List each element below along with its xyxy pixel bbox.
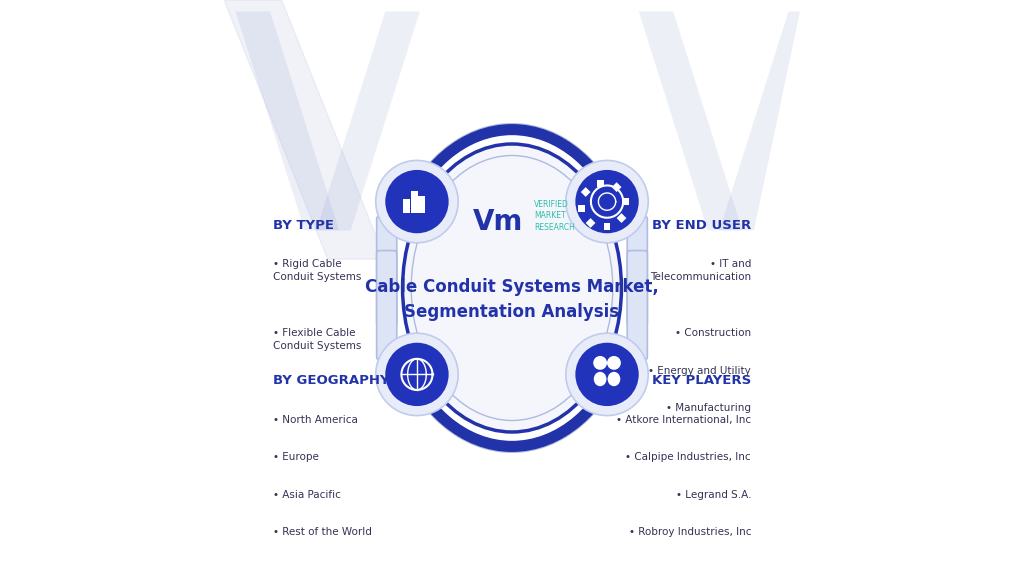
Ellipse shape bbox=[607, 372, 621, 386]
Text: • Europe: • Europe bbox=[273, 452, 318, 462]
Text: • Atkore International, Inc: • Atkore International, Inc bbox=[615, 415, 751, 425]
Polygon shape bbox=[224, 0, 385, 259]
Circle shape bbox=[593, 356, 607, 370]
Circle shape bbox=[575, 343, 639, 406]
FancyBboxPatch shape bbox=[377, 251, 397, 360]
Text: Cable Conduit Systems Market,
Segmentation Analysis: Cable Conduit Systems Market, Segmentati… bbox=[366, 278, 658, 321]
FancyBboxPatch shape bbox=[575, 184, 639, 219]
Bar bbox=[403, 199, 410, 213]
Text: • Flexible Cable
Conduit Systems: • Flexible Cable Conduit Systems bbox=[273, 328, 361, 351]
FancyBboxPatch shape bbox=[627, 216, 647, 325]
FancyBboxPatch shape bbox=[385, 357, 449, 392]
Bar bbox=[603, 223, 610, 230]
Polygon shape bbox=[639, 12, 742, 230]
Text: • Robroy Industries, Inc: • Robroy Industries, Inc bbox=[629, 527, 751, 537]
Bar bbox=[581, 187, 591, 197]
FancyBboxPatch shape bbox=[385, 184, 449, 219]
Circle shape bbox=[607, 356, 621, 370]
FancyBboxPatch shape bbox=[575, 357, 639, 392]
Text: • IT and
Telecommunication: • IT and Telecommunication bbox=[650, 259, 751, 282]
Bar bbox=[586, 218, 595, 228]
Bar bbox=[611, 182, 622, 192]
Polygon shape bbox=[719, 12, 800, 230]
Ellipse shape bbox=[594, 372, 606, 386]
Circle shape bbox=[385, 170, 449, 233]
Circle shape bbox=[566, 333, 648, 416]
Text: • Energy and Utility: • Energy and Utility bbox=[648, 366, 751, 376]
Text: • Construction: • Construction bbox=[675, 328, 751, 338]
Text: • Asia Pacific: • Asia Pacific bbox=[273, 490, 341, 499]
Polygon shape bbox=[236, 12, 339, 230]
Circle shape bbox=[575, 170, 639, 233]
Text: • Calpipe Industries, Inc: • Calpipe Industries, Inc bbox=[626, 452, 751, 462]
Text: BY TYPE: BY TYPE bbox=[273, 219, 334, 232]
Text: BY END USER: BY END USER bbox=[652, 219, 751, 232]
Text: KEY PLAYERS: KEY PLAYERS bbox=[652, 374, 751, 388]
FancyBboxPatch shape bbox=[627, 251, 647, 360]
Text: BY GEOGRAPHY: BY GEOGRAPHY bbox=[273, 374, 389, 388]
Polygon shape bbox=[316, 12, 420, 230]
Text: • Manufacturing: • Manufacturing bbox=[666, 403, 751, 413]
Text: • North America: • North America bbox=[273, 415, 357, 425]
Circle shape bbox=[385, 343, 449, 406]
Bar bbox=[597, 180, 603, 187]
Circle shape bbox=[376, 333, 458, 416]
Bar bbox=[616, 213, 627, 223]
Circle shape bbox=[566, 160, 648, 243]
Text: • Rest of the World: • Rest of the World bbox=[273, 527, 372, 537]
Bar bbox=[418, 196, 425, 213]
Bar bbox=[622, 198, 629, 205]
Text: VERIFIED
MARKET
RESEARCH: VERIFIED MARKET RESEARCH bbox=[534, 200, 574, 232]
FancyBboxPatch shape bbox=[377, 216, 397, 325]
Text: Vm: Vm bbox=[472, 208, 523, 236]
Bar bbox=[411, 191, 418, 213]
Text: • Rigid Cable
Conduit Systems: • Rigid Cable Conduit Systems bbox=[273, 259, 361, 282]
Text: • Legrand S.A.: • Legrand S.A. bbox=[676, 490, 751, 499]
Bar bbox=[579, 205, 585, 212]
Circle shape bbox=[376, 160, 458, 243]
Ellipse shape bbox=[402, 144, 622, 432]
